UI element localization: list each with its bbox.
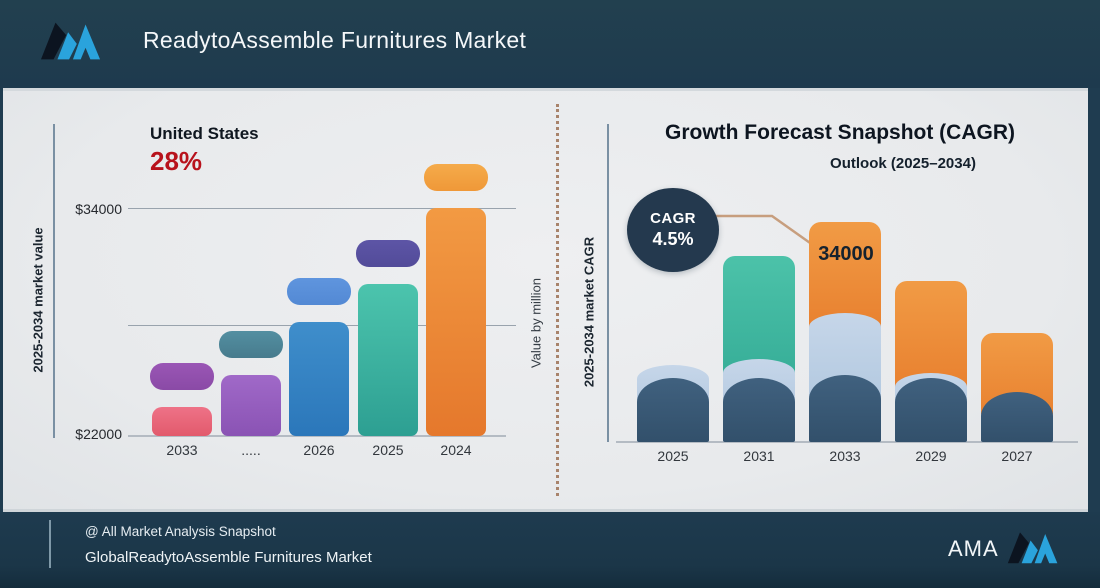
rc-bar-top-teal xyxy=(723,256,795,377)
lc-bar xyxy=(221,375,281,436)
left-y-axis-label: 2025-2034 market value xyxy=(30,227,46,373)
left-y-tick-top: $34000 xyxy=(75,201,122,217)
rc-x-tick: 2031 xyxy=(743,448,775,464)
lc-bar xyxy=(426,208,486,436)
rc-x-tick: 2025 xyxy=(657,448,689,464)
rc-bar-top-orange xyxy=(895,281,967,391)
chart-divider xyxy=(556,104,559,496)
lc-x-tick: 2025 xyxy=(372,442,404,458)
lc-x-tick: ..... xyxy=(241,442,261,458)
lc-bar-cap xyxy=(287,278,351,305)
rc-x-tick: 2029 xyxy=(915,448,947,464)
rc-bar-base xyxy=(637,378,709,442)
right-y-axis-line xyxy=(607,124,609,442)
cagr-badge: CAGR 4.5% xyxy=(627,188,719,272)
right-chart-title: Growth Forecast Snapshot (CAGR) xyxy=(664,121,1016,144)
ama-logo-icon xyxy=(40,22,101,60)
cagr-badge-value: 4.5% xyxy=(652,229,694,249)
lc-bar-cap xyxy=(150,363,214,390)
peak-value-callout: 34000 xyxy=(818,243,874,265)
footer-market-name: GlobalReadytoAssemble Furnitures Market xyxy=(85,549,372,566)
left-x-axis-line xyxy=(128,435,506,437)
rc-bar-base xyxy=(981,392,1053,442)
right-chart-subtitle: Outlook (2025–2034) xyxy=(830,155,976,172)
ama-logo-icon xyxy=(1007,532,1058,564)
lc-x-tick: 2033 xyxy=(166,442,198,458)
lc-bar-cap xyxy=(356,240,420,267)
page-title: ReadytoAssemble Furnitures Market xyxy=(143,27,527,53)
footer-bar xyxy=(0,512,1100,588)
rc-bar-base xyxy=(895,378,967,442)
lc-bar xyxy=(289,322,349,436)
lc-bar-cap xyxy=(219,331,283,358)
lc-x-tick: 2026 xyxy=(303,442,335,458)
lc-x-tick: 2024 xyxy=(440,442,472,458)
left-y-axis-line xyxy=(53,124,55,438)
rc-x-tick: 2027 xyxy=(1001,448,1033,464)
lc-bar-cap xyxy=(424,164,488,191)
footer-divider-line xyxy=(49,520,51,568)
left-chart-highlight-value: 28% xyxy=(150,146,203,176)
cagr-badge-label: CAGR xyxy=(650,210,696,227)
left-chart-region-label: United States xyxy=(150,124,259,143)
rc-x-tick: 2033 xyxy=(829,448,861,464)
right-y-axis-label: 2025-2034 market CAGR xyxy=(581,236,597,388)
left-right-axis-label: Value by million xyxy=(528,277,544,369)
rc-bar-base xyxy=(723,378,795,442)
left-gridline-34000 xyxy=(128,208,516,209)
lc-bar xyxy=(358,284,418,436)
lc-bar xyxy=(152,407,212,436)
left-y-tick-bottom: $22000 xyxy=(75,426,122,442)
footer-brand-text: AMA xyxy=(948,536,999,561)
footer-caption: @ All Market Analysis Snapshot xyxy=(85,524,276,539)
rc-bar-top-orange xyxy=(809,222,881,331)
header-bar xyxy=(0,0,1100,88)
rc-bar-base xyxy=(809,375,881,442)
